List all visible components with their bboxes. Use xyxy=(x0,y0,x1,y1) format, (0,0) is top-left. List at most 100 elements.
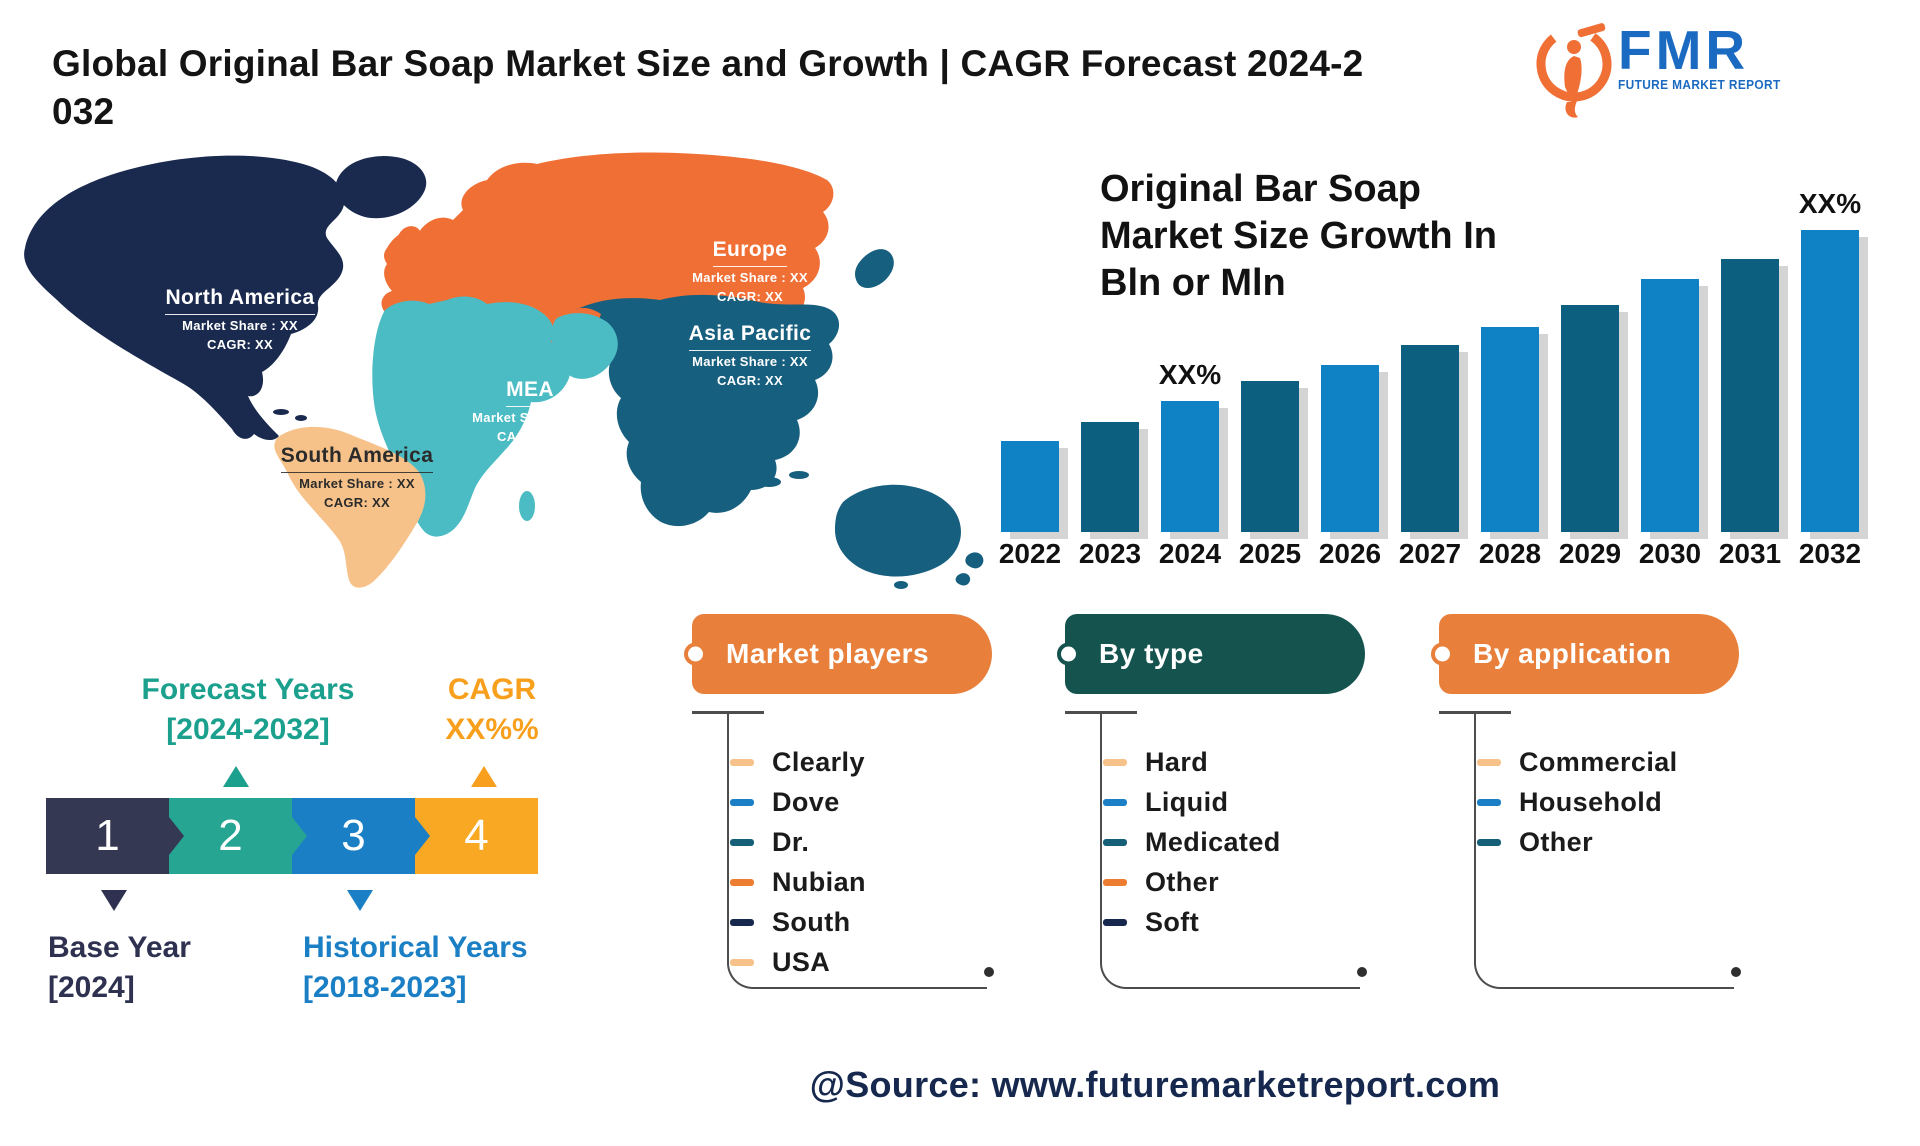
map-label-south-america: South America Market Share : XX CAGR: XX xyxy=(242,444,472,511)
timeline-segment-3: 3 xyxy=(292,798,430,874)
map-region-australia xyxy=(835,484,961,577)
bar-chart-x-axis: 2022 2023 2024 2025 2026 2027 2028 2029 2030 2031… xyxy=(999,538,1901,574)
page-title: Global Original Bar Soap Market Size and… xyxy=(52,40,1363,136)
bar-2027 xyxy=(1401,345,1459,532)
item-label: Medicated xyxy=(1145,826,1281,857)
world-map xyxy=(24,152,984,589)
dash-bullet-icon xyxy=(730,878,754,886)
logo-tagline: FUTURE MARKET REPORT xyxy=(1618,78,1781,92)
bar-2031 xyxy=(1721,259,1779,532)
dash-bullet-icon xyxy=(1103,878,1127,886)
region-cagr: CAGR: XX xyxy=(717,289,783,304)
map-region-caribbean-2 xyxy=(295,415,307,421)
logo-person-body xyxy=(1564,56,1582,104)
by-application-column: By application Commercial Household Othe… xyxy=(1431,614,1749,1024)
map-region-japan xyxy=(855,249,894,288)
by-type-title: By type xyxy=(1099,638,1204,669)
axis-label-2022: 2022 xyxy=(998,538,1062,569)
dash-bullet-icon xyxy=(1103,838,1127,846)
region-name: Europe xyxy=(712,238,788,267)
region-market-share: Market Share : XX xyxy=(182,318,298,333)
item-label: South xyxy=(772,906,851,937)
region-name: South America xyxy=(280,444,434,473)
forecast-up-arrow-icon xyxy=(223,766,249,787)
item-label: Household xyxy=(1519,786,1663,817)
by-type-list: Hard Liquid Medicated Other Soft xyxy=(1065,742,1281,942)
logo-fmr-text: FMR xyxy=(1618,19,1750,81)
dash-bullet-icon xyxy=(1103,918,1127,926)
timeline-segment-2: 2 xyxy=(169,798,307,874)
item-label: Commercial xyxy=(1519,746,1678,777)
historical-down-arrow-icon xyxy=(347,890,373,911)
dash-bullet-icon xyxy=(730,758,754,766)
list-item: USA xyxy=(730,942,866,982)
item-label: Other xyxy=(1145,866,1220,897)
axis-label-2031: 2031 xyxy=(1718,538,1782,569)
axis-label-2025: 2025 xyxy=(1238,538,1302,569)
bar-2030 xyxy=(1641,279,1699,532)
historical-years-label: Historical Years xyxy=(303,931,528,964)
chart-title-line1: Original Bar Soap xyxy=(1100,168,1421,210)
map-region-greenland xyxy=(335,156,427,219)
dash-bullet-icon xyxy=(1477,838,1501,846)
region-market-share: Market Share : XX xyxy=(692,354,808,369)
map-region-indonesia-2 xyxy=(696,473,722,483)
map-label-europe: Europe Market Share : XX CAGR: XX xyxy=(650,238,850,305)
list-item: Dr. xyxy=(730,822,866,862)
timeline-chevron-icon xyxy=(169,817,184,855)
page-title-line1: Global Original Bar Soap Market Size and… xyxy=(52,43,1364,84)
timeline-number-1: 1 xyxy=(95,811,120,860)
bracket-end-dot xyxy=(1357,967,1367,977)
bar-2022 xyxy=(1001,441,1059,532)
region-market-share: Market Share : XX xyxy=(692,270,808,285)
bracket-end-dot xyxy=(1731,967,1741,977)
historical-years-range: [2018-2023] xyxy=(303,971,467,1004)
by-type-column: By type Hard Liquid Medicated Other Soft xyxy=(1057,614,1375,1024)
timeline-number-4: 4 xyxy=(464,811,489,860)
logo-person-head xyxy=(1567,40,1581,54)
bracket-line xyxy=(727,711,987,989)
map-region-arabia xyxy=(551,313,618,379)
region-cagr: CAGR: XX xyxy=(207,337,273,352)
bar-2025 xyxy=(1241,381,1299,532)
base-year-callout: Base Year [2024] xyxy=(48,928,191,1008)
map-label-north-america: North America Market Share : XX CAGR: XX xyxy=(155,286,325,353)
list-item: Other xyxy=(1477,822,1678,862)
list-item: Soft xyxy=(1103,902,1281,942)
chart-title-line2: Market Size Growth In xyxy=(1100,215,1497,257)
item-label: Nubian xyxy=(772,866,866,897)
cagr-up-arrow-icon xyxy=(471,766,497,787)
axis-label-2028: 2028 xyxy=(1478,538,1542,569)
map-region-europe-uk xyxy=(397,226,422,248)
list-item: Nubian xyxy=(730,862,866,902)
by-application-pill: By application xyxy=(1431,614,1739,694)
cagr-label: CAGR xyxy=(447,673,537,706)
dash-bullet-icon xyxy=(1103,798,1127,806)
chart-title: Original Bar Soap Market Size Growth In … xyxy=(1100,166,1497,307)
bar-annotation-2024: XX% xyxy=(1158,359,1222,390)
map-region-philippines xyxy=(765,423,777,445)
forecast-years-callout: Forecast Years [2024-2032] xyxy=(142,670,355,750)
axis-label-2026: 2026 xyxy=(1318,538,1382,569)
cagr-callout: CAGR XX%% xyxy=(445,670,538,750)
bracket-line xyxy=(1100,711,1360,989)
region-name: Asia Pacific xyxy=(688,322,812,351)
axis-label-2027: 2027 xyxy=(1398,538,1462,569)
map-region-caribbean-1 xyxy=(273,409,289,415)
region-cagr: CAGR: XX xyxy=(497,429,563,444)
map-region-mea xyxy=(372,296,571,537)
dash-bullet-icon xyxy=(730,838,754,846)
map-label-mea: MEA Market Share : XX CAGR: XX xyxy=(440,378,620,445)
map-region-indonesia-1 xyxy=(668,463,690,473)
item-label: Hard xyxy=(1145,746,1209,777)
map-label-asia-pacific: Asia Pacific Market Share : XX CAGR: XX xyxy=(645,322,855,389)
map-region-north-america xyxy=(24,155,345,441)
region-name: MEA xyxy=(506,378,554,407)
list-item: Other xyxy=(1103,862,1281,902)
base-year-label: Base Year xyxy=(48,931,191,964)
pill-ring-icon xyxy=(1431,642,1454,666)
item-label: USA xyxy=(772,946,831,977)
bar-2026 xyxy=(1321,365,1379,532)
region-market-share: Market Share : XX xyxy=(299,476,415,491)
map-region-asia-pacific xyxy=(575,294,840,527)
